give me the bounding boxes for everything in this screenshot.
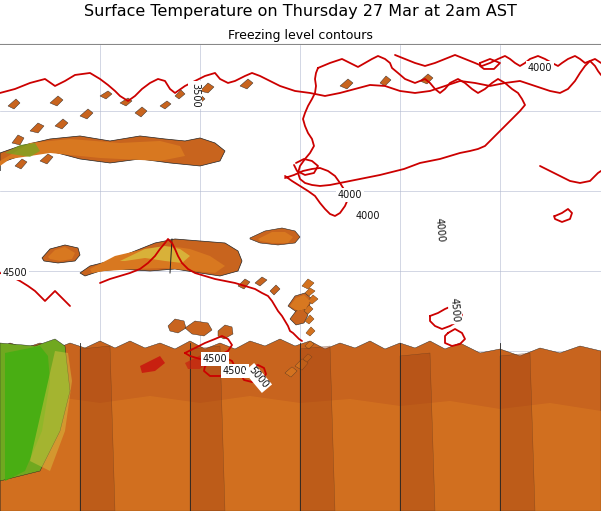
Polygon shape <box>160 101 171 109</box>
Text: Surface Temperature on Thursday 27 Mar at 2am AST: Surface Temperature on Thursday 27 Mar a… <box>84 4 517 19</box>
Polygon shape <box>0 136 225 171</box>
Polygon shape <box>0 139 185 166</box>
Polygon shape <box>0 339 601 511</box>
Text: 4000: 4000 <box>434 217 446 243</box>
Text: Freezing level contours: Freezing level contours <box>228 29 373 41</box>
Polygon shape <box>200 83 214 93</box>
Polygon shape <box>304 305 313 314</box>
Polygon shape <box>305 341 314 349</box>
Polygon shape <box>290 295 310 311</box>
Text: 5000: 5000 <box>246 365 270 390</box>
Polygon shape <box>305 341 314 349</box>
Polygon shape <box>185 353 210 369</box>
Polygon shape <box>306 327 315 336</box>
Polygon shape <box>90 246 225 273</box>
Polygon shape <box>30 123 44 133</box>
Polygon shape <box>288 293 312 313</box>
Text: 4500: 4500 <box>449 297 461 322</box>
Polygon shape <box>302 279 314 289</box>
Polygon shape <box>308 295 318 304</box>
Polygon shape <box>420 74 433 84</box>
Polygon shape <box>80 346 115 511</box>
Polygon shape <box>302 279 314 289</box>
Polygon shape <box>185 321 212 336</box>
Text: 4000: 4000 <box>338 190 362 200</box>
Polygon shape <box>40 154 53 164</box>
Polygon shape <box>120 98 132 106</box>
Text: 4500: 4500 <box>223 366 248 376</box>
Polygon shape <box>5 143 40 157</box>
Polygon shape <box>30 351 72 471</box>
Polygon shape <box>304 305 313 314</box>
Polygon shape <box>305 315 314 324</box>
Polygon shape <box>42 245 80 263</box>
Polygon shape <box>290 309 308 325</box>
Polygon shape <box>140 356 165 373</box>
Polygon shape <box>190 346 225 511</box>
Polygon shape <box>305 288 315 296</box>
Polygon shape <box>0 396 601 511</box>
Polygon shape <box>308 295 318 304</box>
Polygon shape <box>380 76 391 86</box>
Polygon shape <box>285 367 297 377</box>
Polygon shape <box>258 232 293 243</box>
Polygon shape <box>8 99 20 109</box>
Polygon shape <box>305 315 314 324</box>
Text: 3500: 3500 <box>190 83 200 107</box>
Polygon shape <box>295 359 308 370</box>
Polygon shape <box>250 228 300 245</box>
Text: 4500: 4500 <box>2 268 27 278</box>
Polygon shape <box>120 246 190 263</box>
Polygon shape <box>168 319 186 333</box>
Polygon shape <box>175 90 185 99</box>
Polygon shape <box>270 285 280 295</box>
Polygon shape <box>195 95 205 104</box>
Polygon shape <box>218 325 233 339</box>
Polygon shape <box>500 353 535 511</box>
Polygon shape <box>303 354 312 362</box>
Polygon shape <box>295 359 308 370</box>
Polygon shape <box>50 96 63 106</box>
Polygon shape <box>305 288 315 296</box>
Polygon shape <box>303 354 312 362</box>
Polygon shape <box>55 119 68 129</box>
Polygon shape <box>306 327 315 336</box>
Polygon shape <box>285 367 297 377</box>
Polygon shape <box>255 277 267 286</box>
Polygon shape <box>340 79 353 89</box>
Polygon shape <box>12 135 24 145</box>
Polygon shape <box>5 346 50 481</box>
Polygon shape <box>300 346 335 511</box>
Polygon shape <box>100 91 112 99</box>
Polygon shape <box>0 339 70 511</box>
Text: 4000: 4000 <box>528 63 552 73</box>
Polygon shape <box>15 159 27 169</box>
Polygon shape <box>135 107 147 117</box>
Polygon shape <box>48 247 75 261</box>
Polygon shape <box>240 79 253 89</box>
Polygon shape <box>238 279 250 289</box>
Polygon shape <box>80 109 93 119</box>
Text: 4500: 4500 <box>203 354 227 364</box>
Polygon shape <box>80 239 242 276</box>
Text: 4000: 4000 <box>356 211 380 221</box>
Polygon shape <box>400 353 435 511</box>
